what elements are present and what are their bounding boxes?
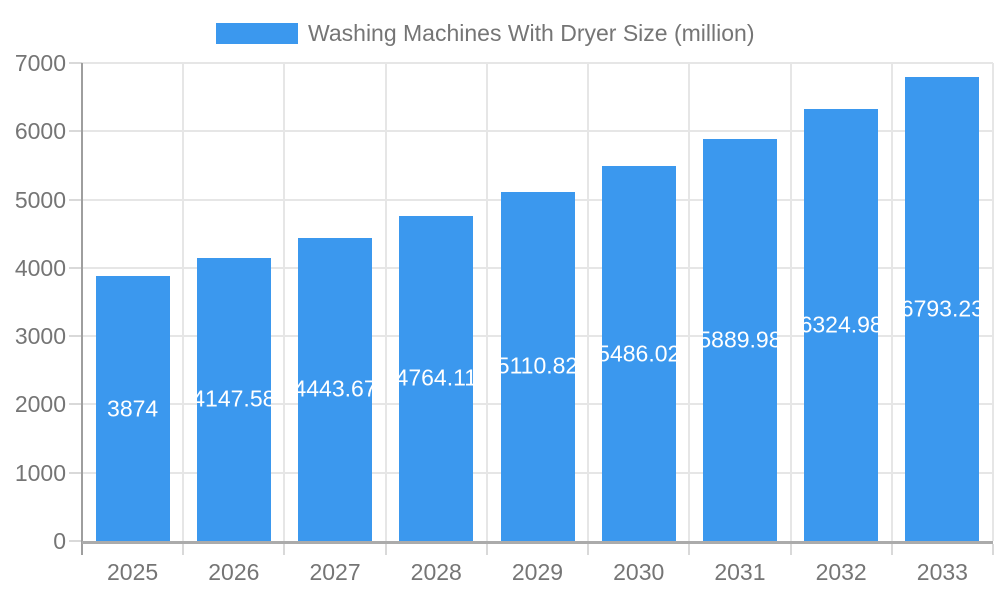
y-tick-label: 5000	[14, 186, 66, 213]
x-tick-label: 2032	[815, 559, 867, 585]
bar-value-label: 4764.11	[399, 364, 474, 391]
v-gridline	[890, 63, 893, 541]
y-axis-tick	[69, 471, 82, 474]
bar-2031[interactable]: 5889.98	[702, 138, 777, 541]
x-axis-tick	[789, 544, 792, 555]
y-tick-label: 0	[53, 528, 66, 554]
v-gridline	[789, 63, 792, 541]
bar-value-label: 4147.58	[196, 385, 271, 412]
x-axis-tick	[182, 544, 185, 555]
h-gridline	[82, 130, 993, 133]
bar-value-label: 5110.82	[500, 352, 575, 379]
y-tick-label: 3000	[14, 323, 66, 350]
bar-2032[interactable]: 6324.98	[804, 109, 879, 541]
x-axis-tick	[890, 544, 893, 555]
x-axis-labels: 2025 2026 2027 2028 2029 2030 2031 2032 2033	[82, 559, 993, 589]
bar-2030[interactable]: 5486.02	[601, 166, 676, 541]
y-tick-label: 2000	[14, 391, 66, 418]
bar-value-label: 3874	[107, 395, 159, 422]
y-axis-line	[81, 63, 83, 555]
legend-label: Washing Machines With Dryer Size (millio…	[308, 20, 755, 46]
x-axis-tick	[688, 544, 691, 555]
x-axis-tick	[283, 544, 286, 555]
x-tick-label: 2026	[208, 559, 260, 585]
x-tick-label: 2031	[714, 559, 766, 585]
y-tick-label: 1000	[14, 459, 66, 486]
bar-value-label: 4443.67	[298, 375, 373, 402]
bar-value-label: 6324.98	[804, 311, 879, 338]
y-axis-tick	[69, 540, 82, 542]
v-gridline	[688, 63, 691, 541]
bar-value-label: 5486.02	[601, 340, 676, 367]
v-gridline	[384, 63, 387, 541]
bar-value-label: 6793.23	[905, 295, 980, 322]
x-axis-tick	[587, 544, 590, 555]
bar-2026[interactable]: 4147.58	[196, 257, 271, 541]
y-axis-tick	[69, 403, 82, 406]
y-axis-tick	[69, 130, 82, 133]
x-tick-label: 2030	[613, 559, 665, 585]
x-axis-tick	[992, 544, 994, 555]
h-gridline	[82, 62, 993, 64]
x-tick-label: 2029	[511, 559, 564, 585]
y-tick-label: 4000	[14, 254, 66, 281]
y-tick-label: 7000	[14, 50, 66, 76]
bar-2033[interactable]: 6793.23	[905, 77, 980, 541]
bar-2029[interactable]: 5110.82	[500, 192, 575, 541]
legend-swatch	[216, 23, 298, 44]
v-gridline	[587, 63, 590, 541]
y-tick-label: 6000	[14, 118, 66, 145]
v-gridline	[992, 63, 994, 541]
x-axis-tick	[384, 544, 387, 555]
y-axis-tick	[69, 62, 82, 64]
v-gridline	[182, 63, 185, 541]
bar-2028[interactable]: 4764.11	[399, 215, 474, 541]
bar-2027[interactable]: 4443.67	[298, 237, 373, 541]
y-axis-tick	[69, 266, 82, 269]
x-tick-label: 2033	[916, 559, 968, 585]
y-axis-tick	[69, 198, 82, 201]
plot-area: 3874 4147.58 4443.67 4764.11 5110.82 5486.02 5…	[69, 62, 994, 555]
x-axis-tick	[485, 544, 488, 555]
y-axis-tick	[69, 335, 82, 338]
x-tick-label: 2025	[107, 559, 159, 585]
x-tick-label: 2027	[309, 559, 361, 585]
x-tick-label: 2028	[410, 559, 462, 585]
y-axis-labels: 0 1000 2000 3000 4000 5000 6000 7000	[0, 0, 66, 600]
v-gridline	[485, 63, 488, 541]
bar-value-label: 5889.98	[702, 326, 777, 353]
x-axis-line	[82, 541, 993, 544]
legend-item[interactable]: Washing Machines With Dryer Size (millio…	[216, 20, 754, 47]
v-gridline	[283, 63, 286, 541]
bar-2025[interactable]: 3874	[95, 276, 170, 541]
